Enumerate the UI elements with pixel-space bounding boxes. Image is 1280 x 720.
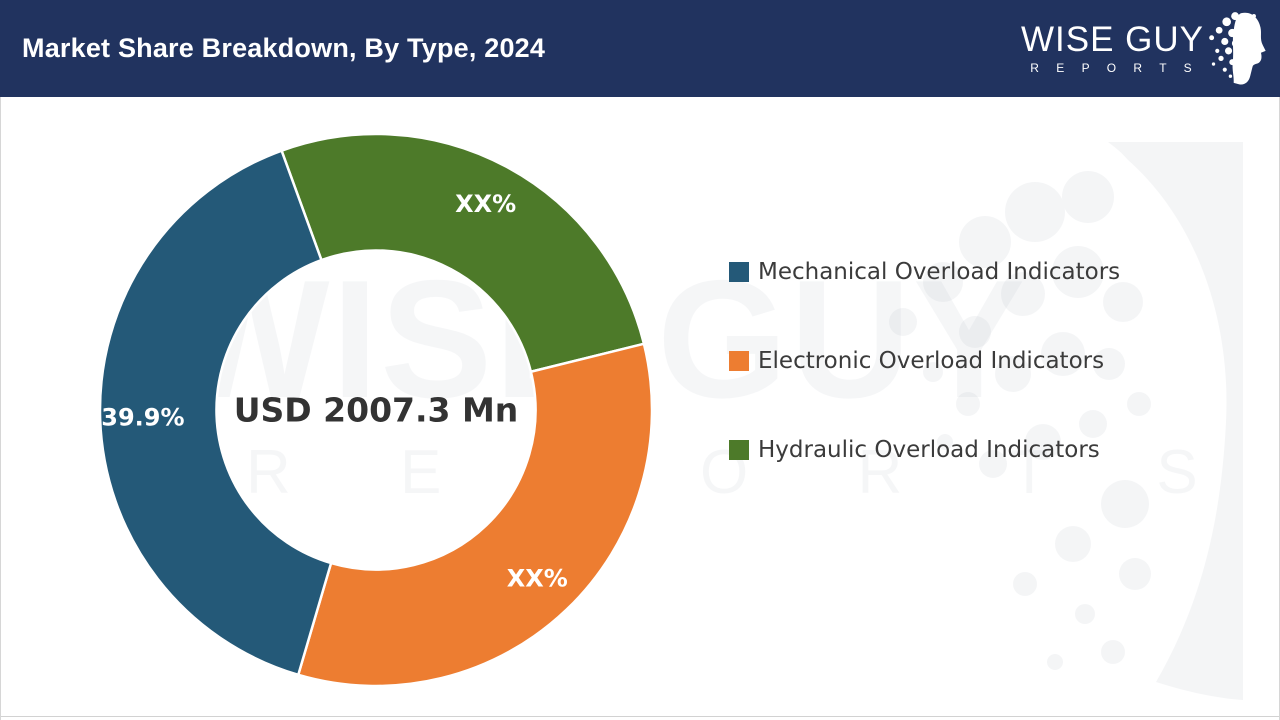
legend-label: Hydraulic Overload Indicators [758, 437, 1100, 463]
bottom-divider [1, 716, 1279, 717]
brand-logo-text: WISE GUY R E P O R T S [1021, 22, 1204, 75]
legend-swatch-mechanical [729, 262, 749, 282]
donut-segment-label: XX% [455, 190, 516, 218]
brand-logo-name: WISE GUY [1020, 20, 1204, 59]
legend-item-mechanical: Mechanical Overload Indicators [729, 260, 1120, 284]
brand-logo-subtitle: R E P O R T S [1030, 61, 1199, 75]
chart-canvas: WISE GUY R E P O R T S XX% XX% 39.9% USD 2… [0, 97, 1280, 720]
donut-center-value: USD 2007.3 Mn [233, 390, 519, 430]
donut-segment-mechanical[interactable] [98, 149, 333, 677]
chart-legend: Mechanical Overload Indicators Electroni… [729, 260, 1120, 462]
brand-face-icon [1209, 11, 1266, 85]
legend-label: Electronic Overload Indicators [758, 348, 1105, 374]
legend-swatch-electronic [729, 351, 749, 371]
donut-segment-label: 39.9% [101, 403, 184, 431]
legend-item-electronic: Electronic Overload Indicators [729, 349, 1120, 373]
brand-logo: WISE GUY R E P O R T S [1021, 9, 1268, 89]
header-bar: Market Share Breakdown, By Type, 2024 WI… [0, 0, 1280, 97]
donut-segment-electronic[interactable] [297, 342, 654, 688]
donut-chart: XX% XX% 39.9% [98, 132, 654, 688]
legend-label: Mechanical Overload Indicators [758, 259, 1121, 285]
legend-swatch-hydraulic [729, 440, 749, 460]
legend-item-hydraulic: Hydraulic Overload Indicators [729, 438, 1120, 462]
page-title: Market Share Breakdown, By Type, 2024 [22, 33, 546, 63]
donut-segment-label: XX% [507, 564, 568, 592]
donut-segment-hydraulic[interactable] [280, 132, 646, 373]
